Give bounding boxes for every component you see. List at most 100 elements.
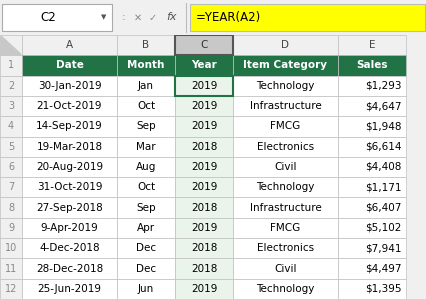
Bar: [337, 35, 405, 55]
Polygon shape: [1, 36, 21, 54]
Bar: [175, 258, 233, 279]
Bar: [22, 55, 117, 76]
Bar: [175, 177, 233, 197]
Bar: [337, 137, 405, 157]
Bar: [117, 218, 175, 238]
Text: $1,171: $1,171: [365, 182, 401, 192]
Text: Electronics: Electronics: [256, 243, 314, 253]
Text: 2018: 2018: [190, 142, 217, 152]
Text: $5,102: $5,102: [365, 223, 401, 233]
Bar: [0, 279, 22, 299]
Text: FMCG: FMCG: [270, 223, 300, 233]
Text: Date: Date: [55, 60, 83, 71]
Text: Infrastructure: Infrastructure: [249, 203, 321, 213]
Bar: [117, 116, 175, 137]
Bar: [233, 157, 337, 177]
Text: 2018: 2018: [190, 263, 217, 274]
Bar: [175, 96, 233, 116]
Bar: [0, 137, 22, 157]
Text: 4: 4: [8, 121, 14, 131]
Text: Dec: Dec: [135, 243, 155, 253]
Bar: [22, 137, 117, 157]
Text: Sep: Sep: [136, 203, 155, 213]
Bar: [175, 157, 233, 177]
Bar: [0, 157, 22, 177]
Text: 2018: 2018: [190, 243, 217, 253]
Bar: [22, 116, 117, 137]
Bar: [175, 35, 233, 55]
Text: fx: fx: [167, 13, 177, 22]
Text: Sep: Sep: [136, 121, 155, 131]
Text: Aug: Aug: [135, 162, 156, 172]
Text: $4,647: $4,647: [365, 101, 401, 111]
Bar: [337, 76, 405, 96]
Bar: [175, 197, 233, 218]
Bar: [117, 238, 175, 258]
Bar: [175, 35, 233, 55]
Bar: [22, 96, 117, 116]
Bar: [117, 157, 175, 177]
Bar: [337, 157, 405, 177]
Bar: [0, 218, 22, 238]
Text: Civil: Civil: [273, 263, 296, 274]
Bar: [0, 258, 22, 279]
Text: 2018: 2018: [190, 203, 217, 213]
Text: Sales: Sales: [355, 60, 387, 71]
Text: Dec: Dec: [135, 263, 155, 274]
Bar: [0, 197, 22, 218]
Text: 19-Mar-2018: 19-Mar-2018: [36, 142, 102, 152]
Text: Year: Year: [191, 60, 216, 71]
Text: B: B: [142, 40, 149, 50]
Bar: [22, 157, 117, 177]
Text: $4,408: $4,408: [365, 162, 401, 172]
Bar: [2, 4, 112, 31]
Text: Oct: Oct: [137, 101, 155, 111]
Bar: [337, 197, 405, 218]
Text: Electronics: Electronics: [256, 142, 314, 152]
Text: E: E: [368, 40, 374, 50]
Bar: [22, 35, 117, 55]
Bar: [117, 55, 175, 76]
Text: ✓: ✓: [149, 13, 157, 22]
Bar: [233, 35, 337, 55]
Text: $6,614: $6,614: [365, 142, 401, 152]
Text: 9: 9: [8, 223, 14, 233]
Text: $4,497: $4,497: [365, 263, 401, 274]
Text: 20-Aug-2019: 20-Aug-2019: [36, 162, 103, 172]
Text: 27-Sep-2018: 27-Sep-2018: [36, 203, 103, 213]
Bar: [233, 197, 337, 218]
Text: 6: 6: [8, 162, 14, 172]
Bar: [117, 76, 175, 96]
Text: 9-Apr-2019: 9-Apr-2019: [40, 223, 98, 233]
Text: 28-Dec-2018: 28-Dec-2018: [36, 263, 103, 274]
Text: $6,407: $6,407: [365, 203, 401, 213]
Bar: [175, 279, 233, 299]
Bar: [190, 4, 424, 31]
Text: 8: 8: [8, 203, 14, 213]
Bar: [0, 35, 22, 55]
Text: 10: 10: [5, 243, 17, 253]
Bar: [175, 137, 233, 157]
Bar: [233, 55, 337, 76]
Text: Item Category: Item Category: [243, 60, 327, 71]
Bar: [0, 177, 22, 197]
Bar: [0, 96, 22, 116]
Text: 5: 5: [8, 142, 14, 152]
Text: 2019: 2019: [190, 81, 217, 91]
Text: 2019: 2019: [190, 81, 217, 91]
Text: ✕: ✕: [134, 13, 142, 22]
Text: Civil: Civil: [273, 162, 296, 172]
Text: 7: 7: [8, 182, 14, 192]
Bar: [233, 238, 337, 258]
Bar: [337, 177, 405, 197]
Text: Jun: Jun: [138, 284, 154, 294]
Bar: [175, 76, 233, 96]
Text: 2019: 2019: [190, 121, 217, 131]
Bar: [233, 258, 337, 279]
Bar: [117, 96, 175, 116]
Bar: [337, 96, 405, 116]
Text: 2: 2: [8, 81, 14, 91]
Text: 3: 3: [8, 101, 14, 111]
Bar: [233, 218, 337, 238]
Bar: [175, 116, 233, 137]
